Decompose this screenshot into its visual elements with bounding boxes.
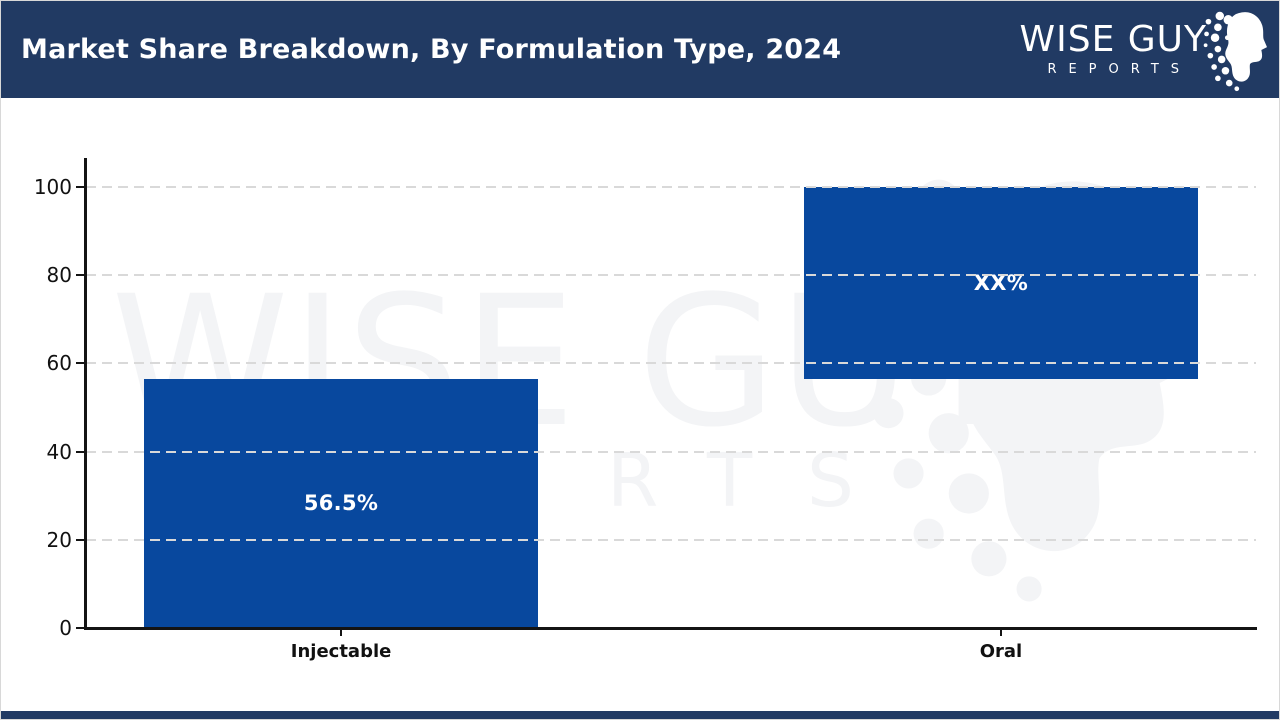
footer-strip <box>1 711 1279 719</box>
wiseguy-logo: WISE GUY REPORTS <box>1019 7 1267 93</box>
x-axis-label: Injectable <box>290 641 392 662</box>
y-tick-mark <box>76 274 84 277</box>
watermark-letter: R <box>607 438 659 524</box>
y-tick-mark <box>76 362 84 365</box>
y-tick-label: 60 <box>46 351 72 376</box>
logo-text: WISE GUY REPORTS <box>1019 19 1208 78</box>
y-axis-line <box>84 158 87 630</box>
header: Market Share Breakdown, By Formulation T… <box>1 1 1279 98</box>
x-tick-mark <box>340 630 343 636</box>
gridline <box>86 362 1256 365</box>
page-title: Market Share Breakdown, By Formulation T… <box>21 34 842 65</box>
x-tick-mark <box>999 630 1002 636</box>
y-tick-label: 100 <box>33 174 72 199</box>
bar-value-label: 56.5% <box>303 491 379 516</box>
gridline <box>86 185 1256 188</box>
logo-wordmark: WISE GUY <box>1019 19 1207 60</box>
y-tick-label: 0 <box>59 616 72 640</box>
watermark-letter: S <box>807 438 854 524</box>
face-profile-dots-icon <box>1203 11 1267 91</box>
watermark-letter: T <box>707 438 753 524</box>
y-tick-mark <box>76 450 84 453</box>
plot-area: 0 20 40 60 80 100 56.5% Injectable XX% Oral <box>34 156 1256 662</box>
gridline <box>86 274 1256 277</box>
y-tick-label: 20 <box>46 527 72 552</box>
logo-subtitle: REPORTS <box>1047 62 1192 77</box>
y-tick-label: 40 <box>46 439 72 464</box>
gridline <box>86 450 1256 453</box>
x-axis-label: Oral <box>979 641 1023 662</box>
gridline <box>86 538 1256 541</box>
y-tick-mark <box>76 627 84 629</box>
bar-oral: XX% <box>803 186 1199 379</box>
x-axis-line <box>84 627 1257 630</box>
y-tick-mark <box>76 538 84 541</box>
y-tick-label: 80 <box>46 263 72 288</box>
y-tick-mark <box>76 185 84 188</box>
bar-injectable: 56.5% <box>143 378 539 628</box>
